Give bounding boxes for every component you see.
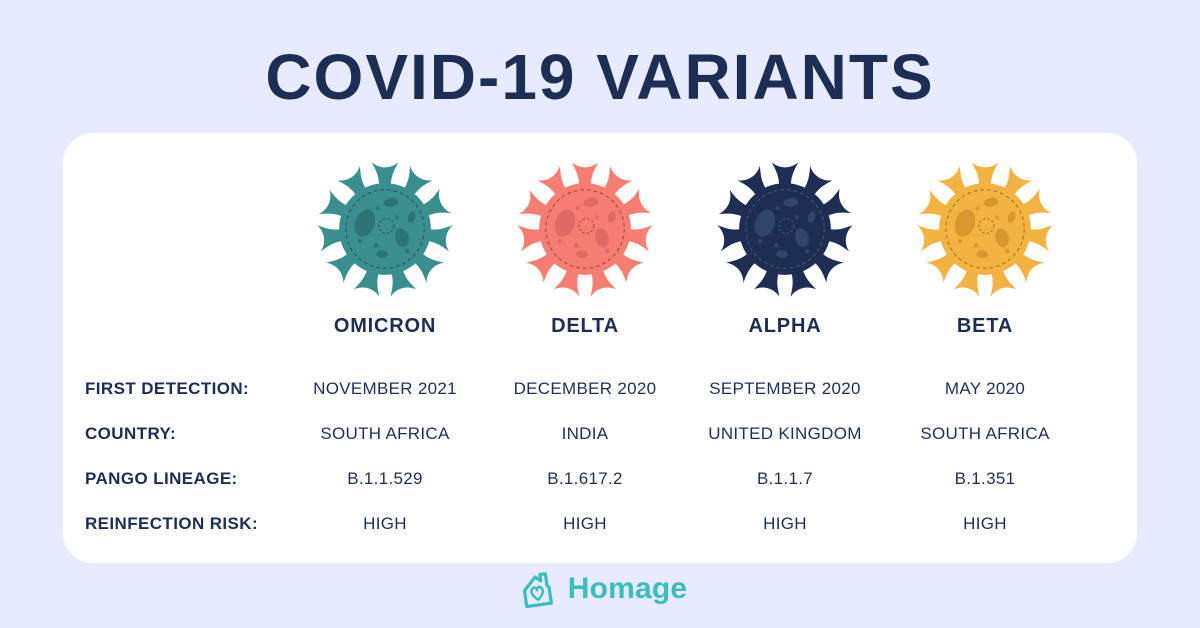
delta-pango-lineage: B.1.617.2 (547, 468, 623, 488)
beta-country: SOUTH AFRICA (920, 423, 1050, 443)
beta-pango-lineage: B.1.351 (954, 468, 1016, 488)
delta-first-detection: DECEMBER 2020 (513, 378, 657, 398)
virus-icon-beta (911, 155, 1059, 303)
alpha-pango-lineage: B.1.1.7 (757, 468, 813, 488)
omicron-reinfection-risk: HIGH (363, 513, 407, 533)
alpha-country: UNITED KINGDOM (708, 423, 862, 443)
alpha-first-detection: SEPTEMBER 2020 (709, 378, 861, 398)
virus-icon-delta (511, 155, 659, 303)
beta-first-detection: MAY 2020 (944, 378, 1026, 398)
row-label-country: COUNTRY: (85, 423, 177, 443)
variant-name-beta: BETA (956, 315, 1014, 337)
row-label-pango-lineage: PANGO LINEAGE: (85, 468, 238, 488)
logo-text: Homage (567, 572, 688, 605)
house-heart-icon (522, 572, 553, 609)
beta-icon-cell (885, 133, 1085, 303)
virus-icon-alpha (711, 155, 859, 303)
omicron-first-detection: NOVEMBER 2021 (313, 378, 457, 398)
row-label-first-detection: FIRST DETECTION: (85, 378, 250, 398)
delta-reinfection-risk: HIGH (563, 513, 607, 533)
alpha-reinfection-risk: HIGH (763, 513, 807, 533)
variant-name-delta: DELTA (551, 315, 619, 337)
variant-name-omicron: OMICRON (333, 315, 437, 337)
alpha-icon-cell (685, 133, 885, 303)
virus-icon-omicron (311, 155, 459, 303)
page-title: COVID-19 VARIANTS (265, 41, 935, 113)
homage-logo: Homage (0, 566, 1200, 612)
spacer-cell (63, 133, 285, 303)
variant-name-alpha: ALPHA (748, 315, 822, 337)
delta-icon-cell (485, 133, 685, 303)
omicron-icon-cell (285, 133, 485, 303)
spacer-cell (63, 303, 285, 366)
omicron-country: SOUTH AFRICA (320, 423, 450, 443)
delta-country: INDIA (561, 423, 609, 443)
variants-card: OMICRON DELTA ALPHA BETA FIRST DETECTION… (63, 133, 1137, 563)
omicron-pango-lineage: B.1.1.529 (347, 468, 423, 488)
beta-reinfection-risk: HIGH (963, 513, 1007, 533)
variants-table: OMICRON DELTA ALPHA BETA FIRST DETECTION… (63, 133, 1137, 546)
row-label-reinfection-risk: REINFECTION RISK: (85, 513, 259, 533)
